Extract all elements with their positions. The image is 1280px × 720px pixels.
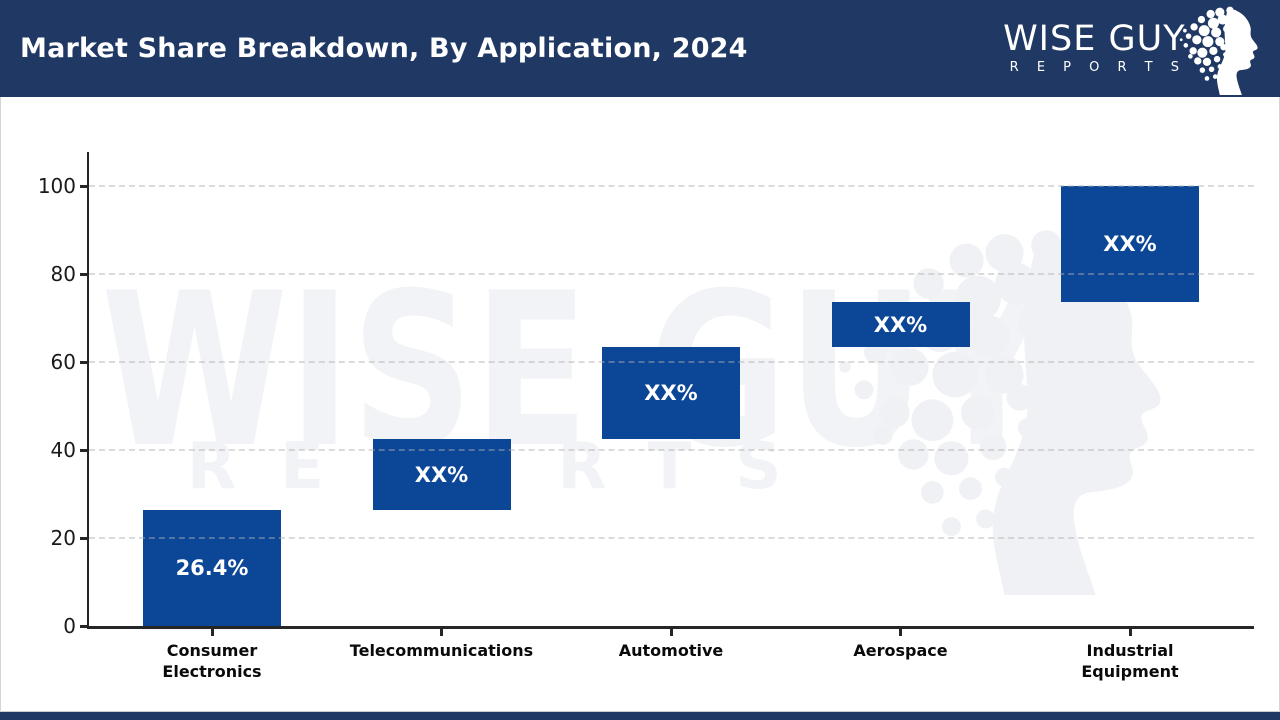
dotted-head-logo-icon (1172, 3, 1264, 95)
y-gridline (89, 273, 1254, 275)
y-axis-tick-label: 40 (50, 438, 76, 462)
logo-wordmark-line1: WISE GUY (1003, 19, 1186, 59)
x-axis-category-label: Aerospace (853, 641, 948, 660)
y-axis-line (86, 152, 89, 629)
x-axis-tick (899, 628, 902, 636)
x-axis-tick (440, 628, 443, 636)
y-axis-tick (80, 272, 89, 276)
y-axis-tick-label: 20 (50, 526, 76, 550)
x-axis-category-label: Consumer Electronics (162, 641, 262, 681)
x-axis-category-label: Telecommunications (349, 641, 534, 660)
y-axis-tick (80, 624, 89, 628)
y-gridline (89, 449, 1254, 451)
x-axis-tick (210, 628, 214, 636)
logo-wordmark-line2: R E P O R T S (1009, 60, 1186, 75)
market-share-bar (372, 439, 511, 510)
y-axis-tick (80, 360, 89, 364)
bar-value-label: 26.4% (175, 555, 249, 580)
y-axis-tick (80, 536, 89, 540)
y-axis-tick-label: 100 (37, 174, 76, 198)
y-axis-tick-label: 60 (50, 350, 76, 374)
bar-value-label: XX% (873, 312, 928, 337)
footer-accent-bar (0, 712, 1280, 720)
x-axis-line (86, 626, 1254, 629)
chart-title: Market Share Breakdown, By Application, … (20, 33, 748, 64)
x-axis-tick (669, 628, 673, 636)
market-share-bar (143, 509, 281, 626)
logo-wordmark: WISE GUY R E P O R T S (1003, 19, 1186, 76)
y-axis-tick (80, 184, 89, 188)
y-axis-tick (80, 448, 89, 452)
bar-value-label: XX% (414, 462, 469, 487)
wise-guy-reports-logo: WISE GUY R E P O R T S (1003, 3, 1264, 95)
watermark-text-wiseguy: WISE GUY (101, 247, 1048, 494)
title-bar: Market Share Breakdown, By Application, … (0, 0, 1280, 97)
y-axis-tick-label: 80 (50, 262, 76, 286)
x-axis-tick (1128, 628, 1132, 636)
y-gridline (89, 537, 1254, 539)
x-axis-category-label: Automotive (618, 641, 724, 660)
bar-value-label: XX% (644, 381, 698, 406)
y-gridline (89, 361, 1254, 363)
y-axis-tick-label: 0 (63, 614, 76, 638)
market-share-bar (602, 347, 740, 440)
y-gridline (89, 185, 1254, 187)
x-axis-category-label: Industrial Equipment (1081, 641, 1179, 681)
bar-value-label: XX% (1103, 231, 1157, 256)
